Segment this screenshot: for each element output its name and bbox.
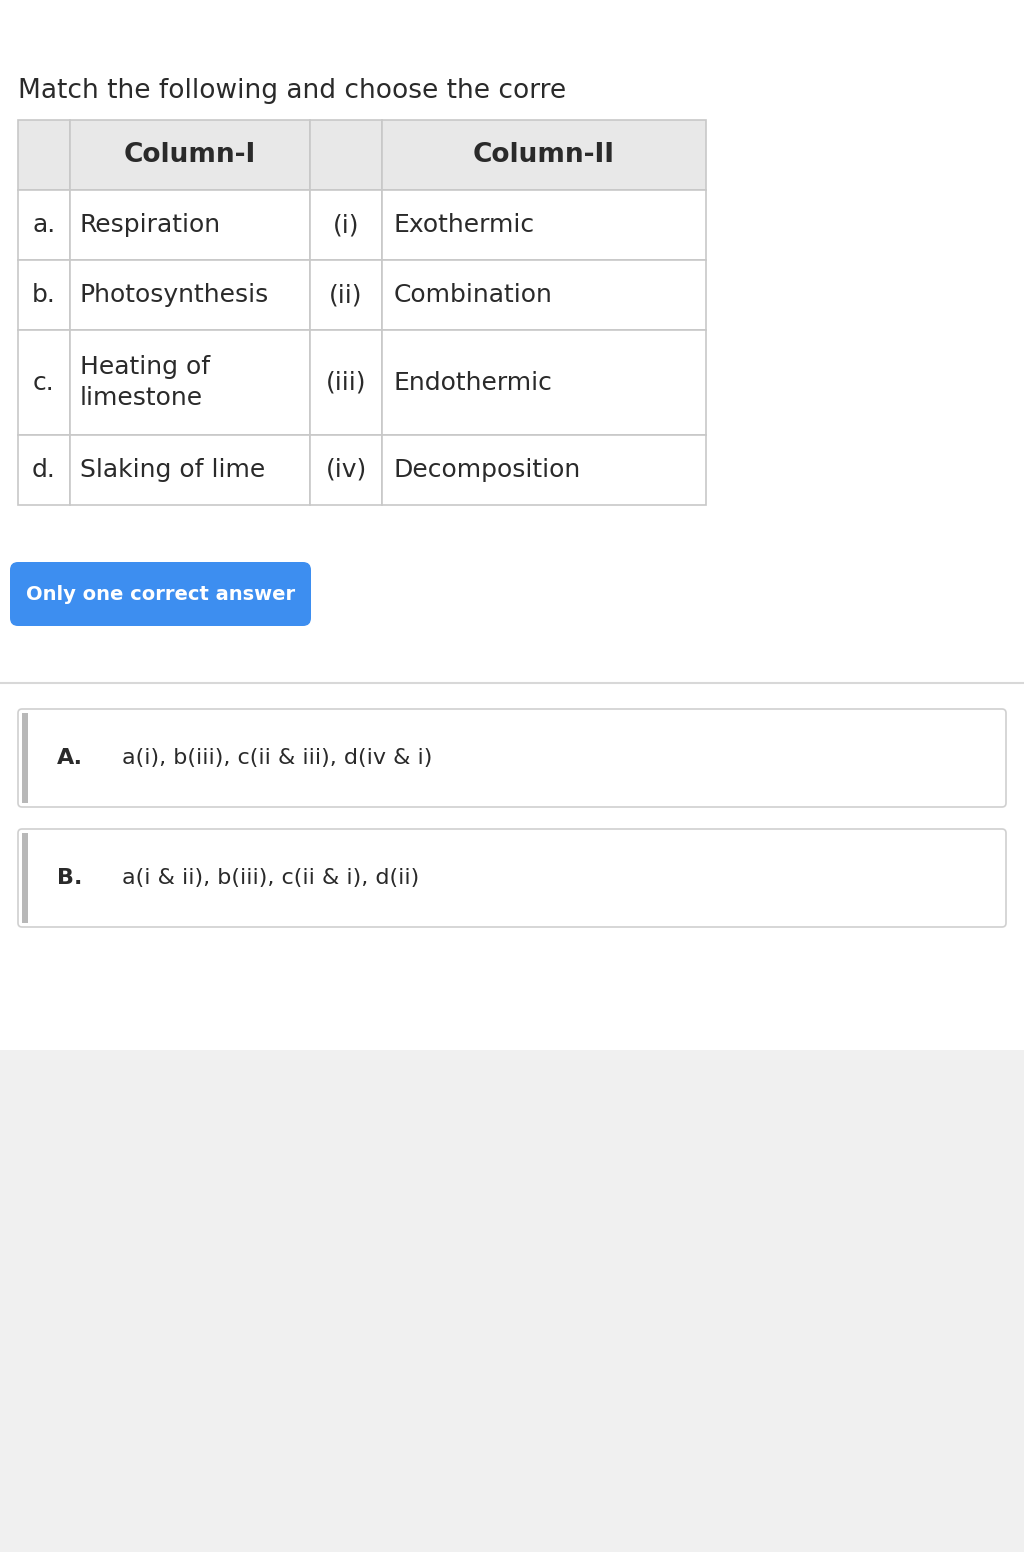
Text: Decomposition: Decomposition	[394, 458, 582, 483]
FancyBboxPatch shape	[10, 562, 311, 625]
Text: Column-I: Column-I	[124, 141, 256, 168]
Bar	[22, 837, 1002, 927]
Text: a(i & ii), b(iii), c(ii & i), d(ii): a(i & ii), b(iii), c(ii & i), d(ii)	[122, 868, 419, 888]
Text: Match the following and choose the corre: Match the following and choose the corre	[18, 78, 566, 104]
Bar	[382, 331, 706, 435]
Bar	[0, 0, 1024, 1051]
Bar	[18, 435, 70, 504]
Bar	[382, 120, 706, 189]
Text: Combination: Combination	[394, 282, 553, 307]
Text: Endothermic: Endothermic	[394, 371, 553, 394]
Text: (ii): (ii)	[330, 282, 362, 307]
Bar	[22, 833, 28, 923]
Bar	[70, 261, 310, 331]
Bar	[22, 717, 1002, 807]
Text: Heating of
limestone: Heating of limestone	[80, 355, 210, 410]
Text: B.: B.	[57, 868, 82, 888]
Bar	[382, 435, 706, 504]
FancyBboxPatch shape	[18, 829, 1006, 927]
Text: (iv): (iv)	[326, 458, 367, 483]
Bar	[310, 189, 382, 261]
Text: Only one correct answer: Only one correct answer	[26, 585, 295, 604]
Bar	[22, 712, 28, 802]
Text: a.: a.	[33, 213, 55, 237]
Text: b.: b.	[32, 282, 56, 307]
Text: (iii): (iii)	[326, 371, 367, 394]
Bar	[70, 435, 310, 504]
Bar	[70, 189, 310, 261]
Bar	[310, 120, 382, 189]
Text: a(i), b(iii), c(ii & iii), d(iv & i): a(i), b(iii), c(ii & iii), d(iv & i)	[122, 748, 432, 768]
Text: Respiration: Respiration	[80, 213, 221, 237]
Bar	[18, 331, 70, 435]
Bar	[70, 331, 310, 435]
Text: Column-II: Column-II	[473, 141, 615, 168]
Bar	[382, 189, 706, 261]
Text: d.: d.	[32, 458, 56, 483]
Bar	[18, 189, 70, 261]
Text: (i): (i)	[333, 213, 359, 237]
FancyBboxPatch shape	[18, 709, 1006, 807]
Bar	[0, 0, 160, 42]
Bar	[310, 261, 382, 331]
Text: Photosynthesis: Photosynthesis	[80, 282, 269, 307]
Text: Exothermic: Exothermic	[394, 213, 536, 237]
Text: Slaking of lime: Slaking of lime	[80, 458, 265, 483]
Bar	[382, 261, 706, 331]
Bar	[70, 120, 310, 189]
Bar	[18, 261, 70, 331]
Text: c.: c.	[33, 371, 55, 394]
Bar	[310, 331, 382, 435]
Bar	[310, 435, 382, 504]
Text: A.: A.	[57, 748, 83, 768]
Bar	[18, 120, 70, 189]
